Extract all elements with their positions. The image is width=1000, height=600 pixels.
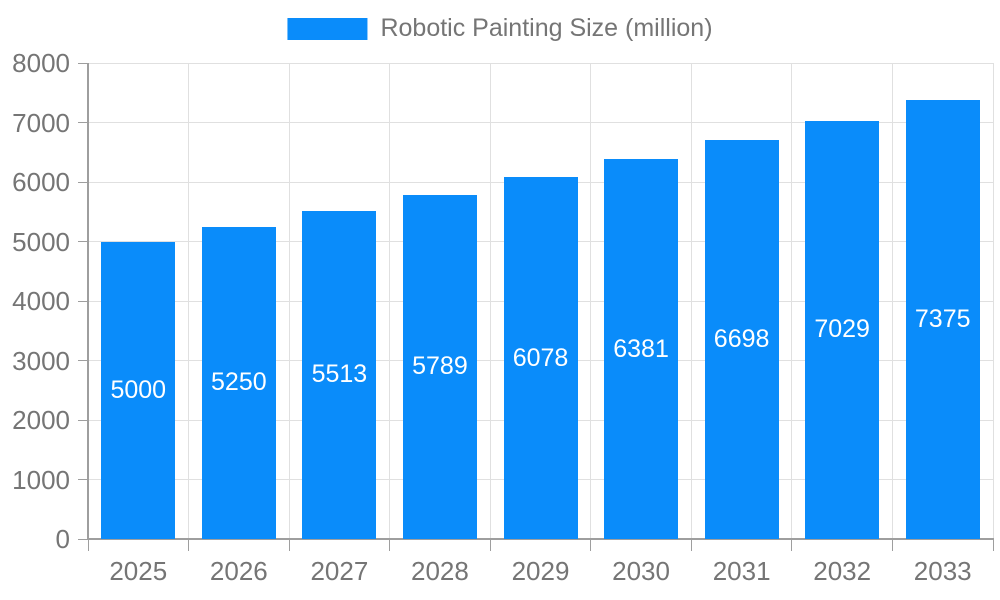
bar-2033[interactable]: 7375 xyxy=(905,100,980,539)
x-axis-label-2029: 2029 xyxy=(511,556,570,586)
bar-2030[interactable]: 6381 xyxy=(604,159,679,539)
y-axis-tick xyxy=(78,62,88,64)
bar-2029[interactable]: 6078 xyxy=(503,177,578,539)
x-axis-label-2030: 2030 xyxy=(612,556,670,586)
x-axis-line xyxy=(87,538,994,540)
y-axis-tick xyxy=(78,360,88,361)
y-axis-line xyxy=(87,63,89,539)
x-axis-tick xyxy=(489,539,491,551)
y-axis-label-2000: 2000 xyxy=(12,405,70,435)
x-axis-tick xyxy=(590,539,592,551)
bar-value-label: 7375 xyxy=(914,305,971,334)
bar-value-label: 6381 xyxy=(613,334,669,363)
x-axis-label-2032: 2032 xyxy=(813,556,872,586)
legend[interactable]: Robotic Painting Size (million) xyxy=(287,14,713,43)
y-axis-label-4000: 4000 xyxy=(12,286,70,316)
bar-2032[interactable]: 7029 xyxy=(805,120,880,539)
gridline-horizontal-8000 xyxy=(88,62,993,64)
bar-2027[interactable]: 5513 xyxy=(302,210,377,539)
bar-value-label: 6078 xyxy=(512,343,569,372)
gridline-vertical xyxy=(288,63,290,539)
y-axis-tick xyxy=(78,122,88,123)
bar-value-label: 6698 xyxy=(713,325,770,354)
bar-value-label: 5513 xyxy=(311,360,368,389)
y-axis-label-0: 0 xyxy=(55,524,70,554)
y-axis-label-8000: 8000 xyxy=(12,48,70,78)
legend-swatch xyxy=(287,17,368,40)
gridline-vertical xyxy=(590,63,592,539)
gridline-vertical xyxy=(791,63,793,539)
bar-value-label: 7029 xyxy=(814,315,870,344)
bar-value-label: 5789 xyxy=(412,352,468,381)
y-axis-label-6000: 6000 xyxy=(12,167,70,197)
gridline-vertical xyxy=(891,63,893,539)
gridline-horizontal-7000 xyxy=(88,122,993,123)
y-axis-label-7000: 7000 xyxy=(12,107,70,138)
gridline-vertical xyxy=(188,63,190,539)
x-axis-tick xyxy=(891,539,893,551)
y-axis-label-1000: 1000 xyxy=(12,464,70,495)
legend-label: Robotic Painting Size (million) xyxy=(380,14,713,42)
bar-value-label: 5000 xyxy=(110,375,167,404)
y-axis-label-5000: 5000 xyxy=(12,226,70,257)
x-axis-tick xyxy=(288,539,290,551)
x-axis-tick xyxy=(188,539,190,551)
x-axis-label-2028: 2028 xyxy=(411,556,469,586)
x-axis-tick xyxy=(87,539,89,551)
bar-2025[interactable]: 5000 xyxy=(101,241,176,539)
bar-2031[interactable]: 6698 xyxy=(704,140,779,539)
x-axis-label-2026: 2026 xyxy=(209,556,268,586)
x-axis-label-2025: 2025 xyxy=(109,556,168,586)
y-axis-tick xyxy=(78,241,88,242)
bar-2028[interactable]: 5789 xyxy=(402,194,477,539)
x-axis-label-2031: 2031 xyxy=(712,556,771,586)
x-axis-tick xyxy=(791,539,793,551)
y-axis-tick xyxy=(78,419,88,421)
gridline-vertical xyxy=(992,63,994,539)
x-axis-tick xyxy=(992,539,994,551)
gridline-vertical xyxy=(389,63,391,539)
x-axis-tick xyxy=(690,539,692,551)
y-axis-tick xyxy=(78,181,88,183)
gridline-vertical xyxy=(489,63,491,539)
bar-2026[interactable]: 5250 xyxy=(201,226,276,539)
y-axis-tick xyxy=(78,538,88,540)
y-axis-tick xyxy=(78,479,88,480)
bar-value-label: 5250 xyxy=(211,368,267,397)
x-axis-label-2033: 2033 xyxy=(913,556,972,586)
x-axis-tick xyxy=(389,539,391,551)
y-axis-tick xyxy=(78,300,88,302)
y-axis-label-3000: 3000 xyxy=(12,345,70,376)
gridline-vertical xyxy=(690,63,692,539)
x-axis-label-2027: 2027 xyxy=(310,556,369,586)
